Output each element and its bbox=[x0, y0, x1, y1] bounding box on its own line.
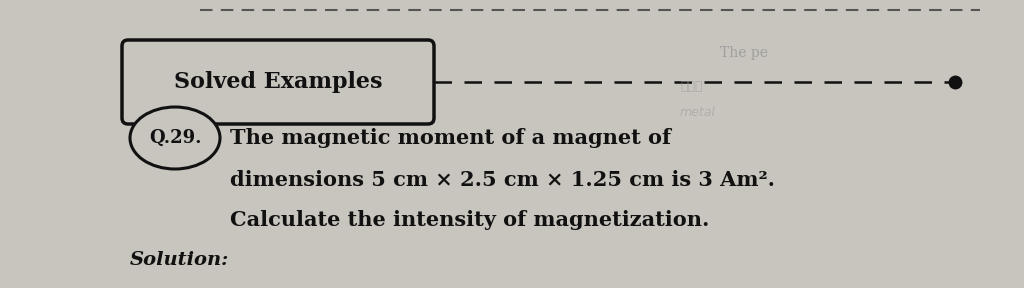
Text: Q.29.: Q.29. bbox=[148, 129, 202, 147]
Ellipse shape bbox=[130, 107, 220, 169]
Text: Calculate the intensity of magnetization.: Calculate the intensity of magnetization… bbox=[230, 210, 710, 230]
Text: The pe: The pe bbox=[720, 46, 768, 60]
Text: dimensions 5 cm × 2.5 cm × 1.25 cm is 3 Am².: dimensions 5 cm × 2.5 cm × 1.25 cm is 3 … bbox=[230, 170, 775, 190]
FancyBboxPatch shape bbox=[122, 40, 434, 124]
Text: Solved Examples: Solved Examples bbox=[174, 71, 382, 93]
Text: The magnetic moment of a magnet of: The magnetic moment of a magnet of bbox=[230, 128, 671, 148]
Text: शान: शान bbox=[680, 81, 702, 94]
Text: Solution:: Solution: bbox=[130, 251, 229, 269]
Text: metal: metal bbox=[680, 105, 716, 118]
